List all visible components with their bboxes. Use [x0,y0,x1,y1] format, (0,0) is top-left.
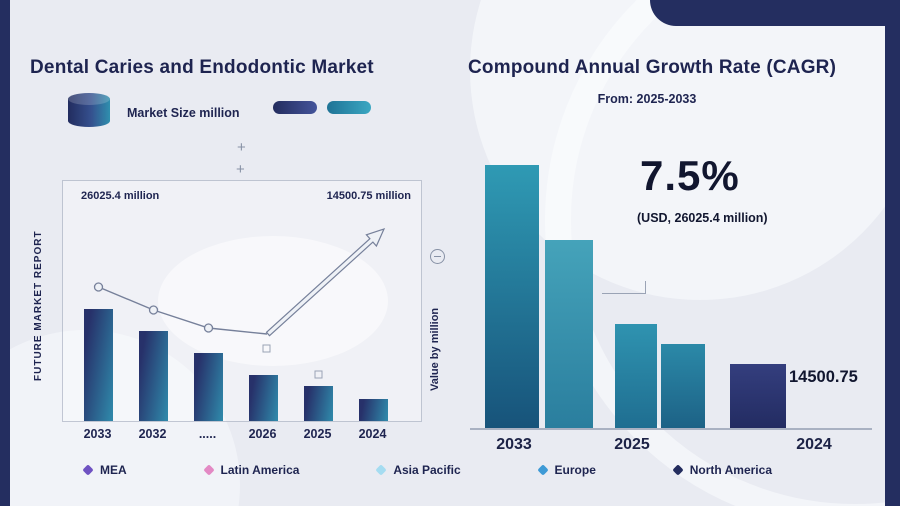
legend-label: Europe [554,463,596,477]
market-year-label: ..... [198,427,217,441]
bracket-decoration [602,281,646,294]
trend-arrow-icon [93,228,386,379]
region-legend: MEA Latin America Asia Pacific Europe North … [82,463,772,477]
legend-label: North America [689,463,772,477]
cagr-bar-3 [615,324,657,428]
market-size-bar-5 [304,386,333,421]
future-market-report-label: FUTURE MARKET REPORT [33,230,44,381]
market-size-chart: 26025.4 million 14500.75 million [62,180,422,422]
legend-marker [375,464,387,476]
legend-item-latin-america: Latin America [202,463,300,477]
market-year-label: 2024 [358,427,387,441]
cagr-bar-5 [730,364,786,428]
legend-marker [672,464,684,476]
market-bar-slot [291,179,346,421]
end-value-label: 14500.75 million [326,190,411,202]
left-edge-bar [0,0,10,506]
market-size-bar-6 [359,399,388,421]
market-size-bar-1 [84,309,113,421]
market-bar-slot [346,179,401,421]
legend-item-asia-pacific: Asia Pacific [375,463,461,477]
circle-minus-icon [430,249,445,264]
pill-teal [327,101,371,114]
legend-item-mea: MEA [82,463,127,477]
legend-marker [536,464,549,476]
market-bar-slot [71,179,126,421]
end-value-label: 14500.75 [789,368,858,386]
market-year-label: 2025 [303,427,332,441]
cagr-subtitle: From: 2025-2033 [597,92,697,106]
cagr-title: Compound Annual Growth Rate (CAGR) [468,57,837,78]
right-edge-bar [885,0,900,506]
plus-icon: + [236,161,245,178]
market-size-label: Market Size million [127,105,240,120]
top-right-band [650,0,900,26]
cagr-bar-1 [485,165,539,428]
cagr-x-label-2033: 2033 [496,436,532,453]
legend-marker [82,464,94,476]
start-value-label: 26025.4 million [81,190,160,202]
cagr-bar-2 [545,240,593,428]
market-bar-slot [236,179,291,421]
value-axis-label: Value by million [429,307,441,391]
legend-label: Asia Pacific [393,463,461,477]
legend-item-europe: Europe [536,463,596,477]
market-year-label: 2032 [138,427,167,441]
minus-line [434,255,441,258]
cagr-note: (USD, 26025.4 million) [637,211,768,225]
cagr-x-label-2024: 2024 [796,436,832,453]
cagr-value: 7.5% [640,152,740,199]
pill-decoration [273,101,371,114]
legend-label: MEA [100,463,127,477]
market-size-bar-4 [249,375,278,421]
pill-navy [273,101,317,114]
cagr-x-label-2025: 2025 [614,436,650,453]
market-bars [71,179,401,421]
legend-marker [202,464,215,476]
market-title: Dental Caries and Endodontic Market [30,57,374,78]
market-year-label: 2026 [248,427,277,441]
market-bar-slot [126,179,181,421]
market-x-axis: 2033 2032..... 2026 2025 2024 [70,427,400,441]
market-year-label: 2033 [83,427,112,441]
database-icon [63,91,115,134]
plus-icon: + [237,139,246,156]
market-bar-slot [181,179,236,421]
cagr-chart [470,148,872,430]
legend-item-north-america: North America [672,463,772,477]
market-size-bar-2 [139,331,168,421]
legend-label: Latin America [220,463,300,477]
market-size-bar-3 [194,353,223,421]
market-size-key: Market Size million [63,91,240,134]
cagr-bar-4 [661,344,705,428]
